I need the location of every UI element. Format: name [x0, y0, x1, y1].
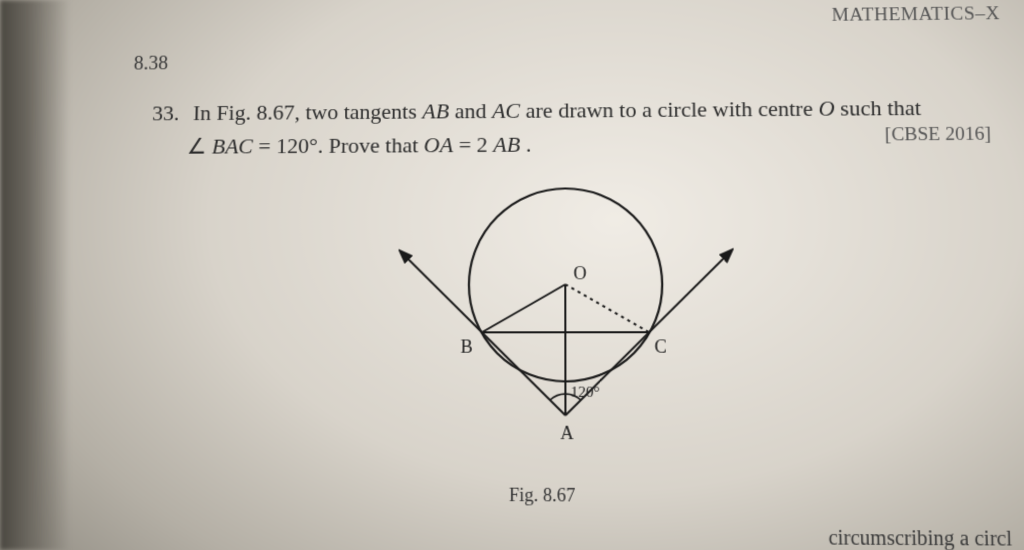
text-seg: ∠: [187, 134, 207, 159]
var-AB: AB: [422, 98, 449, 123]
var-AC: AC: [492, 98, 520, 123]
figure-diagram: O B C A 120°: [397, 168, 736, 475]
text-seg: In Fig. 8.67, two tangents: [193, 99, 422, 125]
running-header: MATHEMATICS–X: [831, 3, 1000, 27]
page-gutter-shadow: [0, 0, 70, 550]
var-O: O: [818, 96, 835, 121]
text-seg: and: [455, 98, 492, 123]
text-seg: are drawn to a circle with centre: [526, 96, 819, 123]
label-A: A: [560, 423, 573, 444]
label-B: B: [460, 336, 472, 356]
page: MATHEMATICS–X 8.38 33. In Fig. 8.67, two…: [82, 0, 1024, 550]
citation-tag: [CBSE 2016]: [885, 124, 992, 147]
label-C: C: [654, 336, 666, 357]
segment-OB: [482, 284, 565, 332]
text-seg: .: [526, 132, 532, 157]
text-seg: = 120°. Prove that: [258, 132, 424, 158]
problem-text: 33. In Fig. 8.67, two tangents AB and AC…: [151, 90, 983, 164]
section-number: 8.38: [134, 53, 169, 76]
var-BAC: BAC: [212, 134, 254, 159]
text-seg: = 2: [459, 132, 488, 157]
text-seg: such that: [840, 95, 921, 121]
var-AB2: AB: [493, 132, 520, 157]
label-angle: 120°: [571, 385, 600, 402]
problem-number: 33.: [152, 97, 188, 131]
footer-fragment: circumscribing a circl: [828, 527, 1012, 550]
figure-caption: Fig. 8.67: [509, 485, 575, 507]
var-OA: OA: [424, 132, 454, 157]
label-O: O: [573, 263, 586, 283]
segment-OC: [565, 284, 649, 332]
page-wrap: MATHEMATICS–X 8.38 33. In Fig. 8.67, two…: [90, 0, 1004, 550]
